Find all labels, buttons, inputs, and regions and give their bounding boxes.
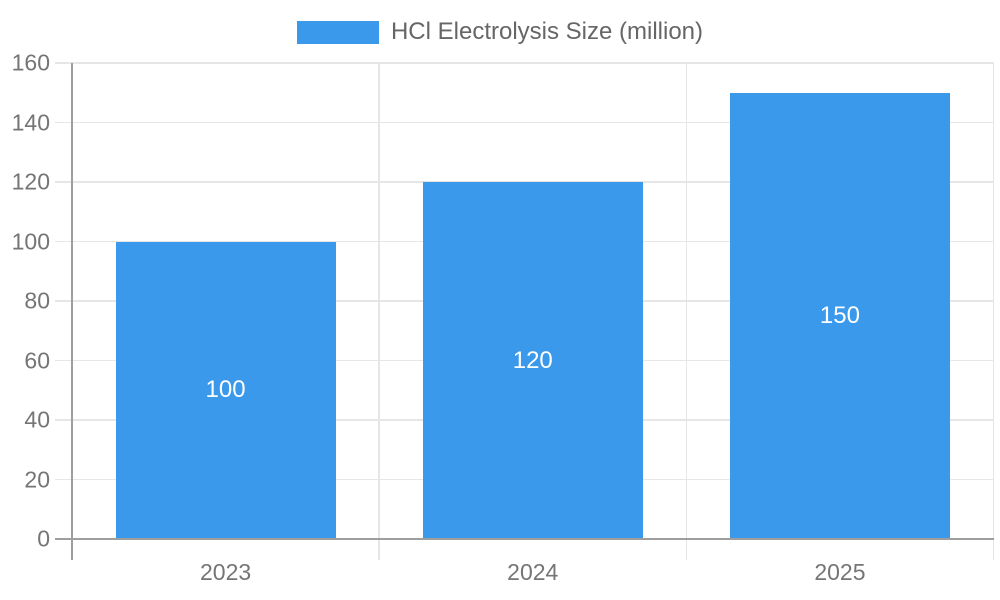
plot-area: 0 20 40 60 80 100 120 140 160 100 120 150 2023 2024 20… (12, 50, 995, 585)
bar-2023[interactable] (115, 241, 336, 539)
x-tick-label: 2023 (199, 559, 252, 585)
x-gridline (378, 63, 380, 560)
y-tick-label: 40 (24, 406, 50, 433)
y-tick-label: 140 (11, 109, 50, 135)
x-tick-label: 2024 (507, 559, 559, 585)
legend-swatch (296, 20, 379, 44)
x-gridline (685, 63, 688, 560)
y-tick-label: 60 (24, 347, 50, 373)
y-tick-label: 120 (11, 168, 50, 195)
y-gridline (55, 62, 994, 64)
y-gridline (55, 121, 994, 124)
x-axis-line (55, 538, 994, 540)
y-tick-label: 20 (24, 466, 50, 492)
legend-item[interactable]: HCl Electrolysis Size (million) (0, 18, 1000, 46)
bar-2025[interactable] (729, 92, 950, 539)
y-axis-line (71, 63, 73, 560)
y-tick-label: 100 (11, 228, 50, 254)
bar-2024[interactable] (422, 182, 643, 539)
y-tick-label: 0 (37, 525, 50, 552)
y-tick-label: 160 (11, 49, 50, 76)
legend-label: HCl Electrolysis Size (million) (390, 18, 704, 45)
x-gridline (992, 63, 995, 560)
x-tick-label: 2025 (814, 559, 866, 585)
y-tick-label: 80 (24, 287, 50, 314)
